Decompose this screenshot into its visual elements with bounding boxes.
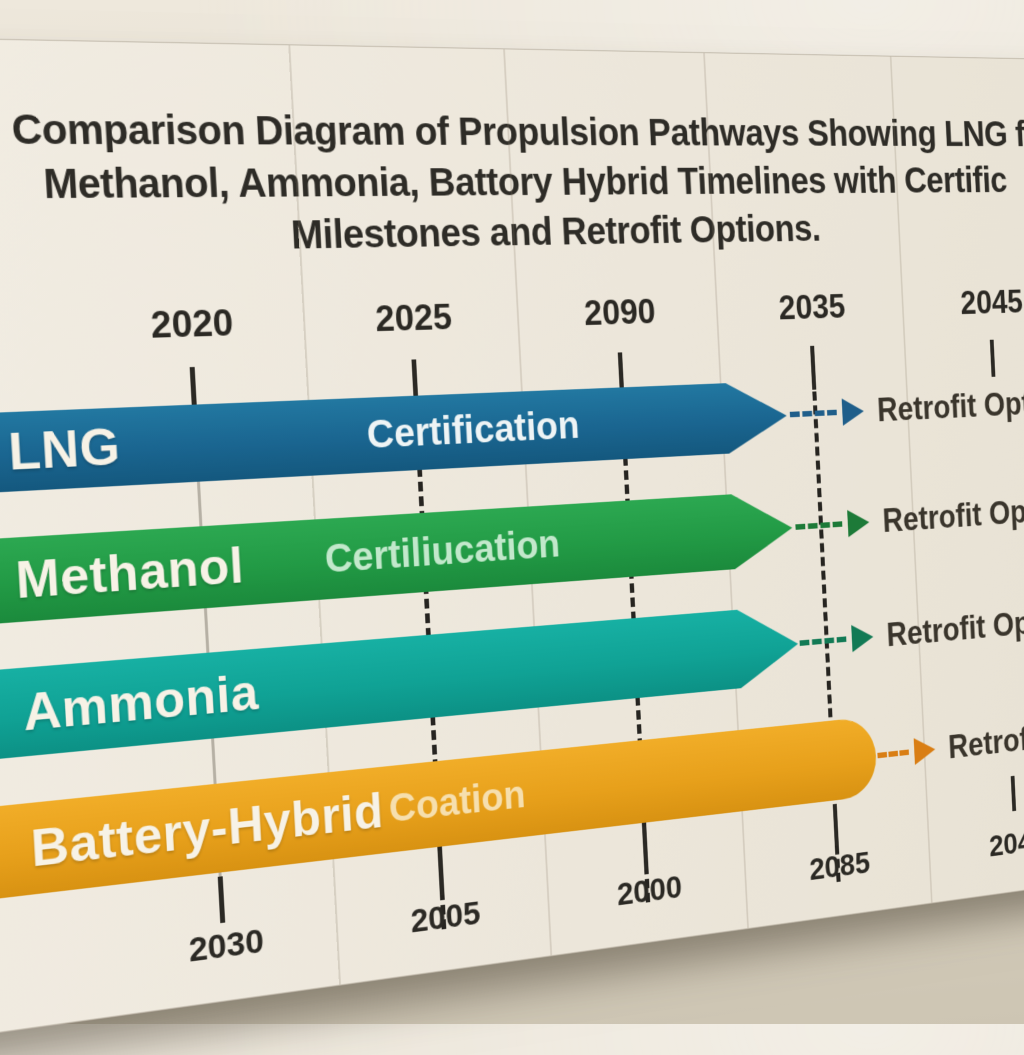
retrofit-arrow-ammonia: Retrofit Options bbox=[799, 597, 1024, 666]
bar-label-lng: LNG bbox=[6, 417, 122, 482]
top-axis-year: 2020 bbox=[149, 302, 235, 346]
arrow-head-icon bbox=[841, 397, 865, 426]
axis-tick bbox=[1010, 775, 1017, 812]
dashed-connector bbox=[795, 521, 843, 530]
bar-milestone-text-methanol: Certiliucation bbox=[323, 521, 561, 581]
bar-label-ammonia: Ammonia bbox=[21, 663, 260, 742]
bottom-axis-year: 2085 bbox=[808, 845, 871, 888]
retrofit-label-ammonia: Retrofit Options bbox=[885, 599, 1024, 654]
retrofit-label-battery-hybrid: Retrofit Options bbox=[947, 708, 1024, 766]
bottom-axis-year: 2045 bbox=[988, 822, 1024, 864]
axis-tick bbox=[437, 850, 445, 896]
dashed-connector bbox=[789, 409, 837, 418]
bar-milestone-text-lng: Certification bbox=[365, 403, 581, 457]
axis-tick bbox=[642, 826, 649, 870]
dashed-connector bbox=[877, 749, 909, 759]
dashed-connector bbox=[799, 636, 847, 646]
bottom-axis-year: 2005 bbox=[409, 894, 482, 941]
timeline-poster: Comparison Diagram of Propulsion Pathway… bbox=[0, 35, 1024, 1052]
retrofit-label-methanol: Retrofit Options bbox=[881, 489, 1024, 540]
arrow-head-icon bbox=[847, 508, 870, 538]
retrofit-arrow-lng: Retrofit Options bbox=[789, 380, 1024, 436]
title-line-1: Comparison Diagram of Propulsion Pathway… bbox=[10, 107, 1024, 155]
top-axis-year: 2025 bbox=[374, 296, 453, 340]
arrow-head-icon bbox=[913, 735, 936, 765]
top-axis-year: 2035 bbox=[777, 287, 847, 327]
bar-label-methanol: Methanol bbox=[14, 536, 246, 610]
axis-tick bbox=[989, 339, 996, 377]
bar-milestone-text-battery-hybrid: Coation bbox=[387, 772, 527, 831]
timeline-bar-lng: LNG Certification bbox=[0, 381, 788, 503]
retrofit-arrow-methanol: Retrofit Options bbox=[794, 487, 1024, 549]
axis-tick bbox=[217, 876, 226, 924]
arrow-head-icon bbox=[851, 623, 874, 653]
top-axis-year: 2045 bbox=[959, 283, 1024, 322]
bottom-axis-year: 2000 bbox=[616, 868, 683, 913]
axis-tick bbox=[832, 803, 839, 846]
retrofit-arrow-battery-hybrid: Retrofit Options bbox=[876, 705, 1024, 777]
retrofit-label-lng: Retrofit Options bbox=[876, 382, 1024, 429]
bottom-axis-year: 2030 bbox=[187, 921, 265, 970]
axis-tick bbox=[810, 345, 817, 390]
top-axis-year: 2090 bbox=[583, 292, 657, 333]
